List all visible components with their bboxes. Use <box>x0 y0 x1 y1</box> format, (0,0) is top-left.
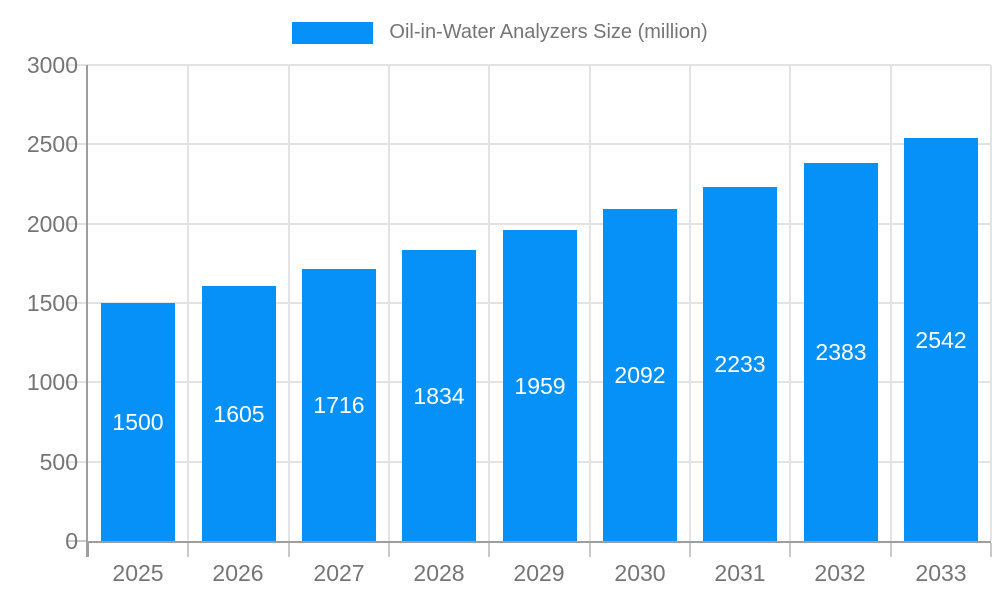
x-axis-tick-label: 2029 <box>513 560 565 586</box>
y-axis-tick-label: 0 <box>65 528 78 554</box>
legend-label: Oil-in-Water Analyzers Size (million) <box>389 21 708 43</box>
bar-value-label: 1500 <box>112 409 164 435</box>
gridline-horizontal <box>68 223 991 225</box>
y-axis-line <box>86 65 88 557</box>
x-axis-tick-label: 2025 <box>112 560 164 586</box>
bar-value-label: 1834 <box>413 383 465 409</box>
x-axis-tick <box>288 543 290 557</box>
bar-value-label: 1959 <box>514 373 566 399</box>
y-axis-tick-label: 3000 <box>26 52 78 78</box>
x-axis-tick <box>689 543 691 557</box>
bar-value-label: 2542 <box>915 327 967 353</box>
y-axis-tick-label: 1500 <box>26 290 78 316</box>
bar-2031[interactable] <box>703 187 777 541</box>
y-axis-tick-label: 1000 <box>26 369 78 395</box>
y-axis-tick <box>68 540 88 542</box>
bar-2030[interactable] <box>603 209 677 541</box>
gridline-vertical <box>990 65 992 541</box>
x-axis-tick <box>488 543 490 557</box>
bar-2033[interactable] <box>904 138 978 541</box>
gridline-horizontal <box>68 64 991 66</box>
bar-2032[interactable] <box>804 163 878 541</box>
legend-swatch <box>292 21 374 44</box>
x-axis-tick-label: 2030 <box>614 560 666 586</box>
bar-2026[interactable] <box>202 286 276 541</box>
x-axis-tick-label: 2027 <box>313 560 365 586</box>
legend[interactable]: Oil-in-Water Analyzers Size (million) <box>0 21 1000 44</box>
bar-value-label: 2092 <box>614 362 666 388</box>
x-axis-tick <box>789 543 791 557</box>
x-axis-tick <box>589 543 591 557</box>
x-axis-tick <box>87 543 89 557</box>
bar-value-label: 2383 <box>815 339 867 365</box>
bar-2029[interactable] <box>503 230 577 541</box>
bar-value-label: 2233 <box>714 351 766 377</box>
x-axis-tick <box>890 543 892 557</box>
bar-2027[interactable] <box>302 269 376 541</box>
bar-2028[interactable] <box>402 250 476 541</box>
gridline-horizontal <box>68 143 991 145</box>
y-axis-tick-label: 500 <box>39 449 78 475</box>
bar-value-label: 1716 <box>313 392 365 418</box>
bar-2025[interactable] <box>101 303 175 541</box>
x-axis-tick-label: 2026 <box>212 560 264 586</box>
x-axis-tick-label: 2031 <box>714 560 766 586</box>
x-axis-tick <box>187 543 189 557</box>
x-axis-line <box>86 541 991 543</box>
x-axis-tick-label: 2033 <box>915 560 967 586</box>
x-axis-tick-label: 2028 <box>413 560 465 586</box>
y-axis-tick-label: 2500 <box>26 131 78 157</box>
bar-value-label: 1605 <box>213 401 265 427</box>
y-axis-tick-label: 2000 <box>26 211 78 237</box>
x-axis-tick <box>990 543 992 557</box>
x-axis-tick-label: 2032 <box>814 560 866 586</box>
x-axis-tick <box>388 543 390 557</box>
